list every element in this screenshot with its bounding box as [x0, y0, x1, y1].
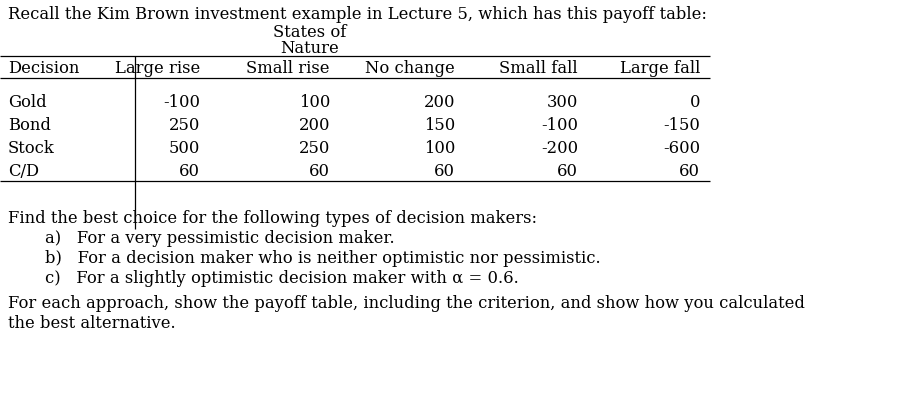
Text: Small fall: Small fall [500, 60, 578, 77]
Text: Nature: Nature [281, 40, 339, 57]
Text: -200: -200 [541, 140, 578, 157]
Text: 60: 60 [179, 162, 200, 180]
Text: -150: -150 [663, 117, 700, 134]
Text: 0: 0 [690, 94, 700, 111]
Text: the best alternative.: the best alternative. [8, 314, 176, 331]
Text: 500: 500 [168, 140, 200, 157]
Text: 150: 150 [424, 117, 455, 134]
Text: 60: 60 [557, 162, 578, 180]
Text: -100: -100 [163, 94, 200, 111]
Text: 60: 60 [434, 162, 455, 180]
Text: Gold: Gold [8, 94, 47, 111]
Text: 200: 200 [424, 94, 455, 111]
Text: For each approach, show the payoff table, including the criterion, and show how : For each approach, show the payoff table… [8, 294, 805, 311]
Text: C/D: C/D [8, 162, 39, 180]
Text: Recall the Kim Brown investment example in Lecture 5, which has this payoff tabl: Recall the Kim Brown investment example … [8, 6, 707, 23]
Text: 60: 60 [309, 162, 330, 180]
Text: -600: -600 [662, 140, 700, 157]
Text: 100: 100 [424, 140, 455, 157]
Text: 300: 300 [546, 94, 578, 111]
Text: Decision: Decision [8, 60, 80, 77]
Text: Small rise: Small rise [246, 60, 330, 77]
Text: 200: 200 [298, 117, 330, 134]
Text: b)   For a decision maker who is neither optimistic nor pessimistic.: b) For a decision maker who is neither o… [45, 249, 600, 266]
Text: Bond: Bond [8, 117, 51, 134]
Text: Large rise: Large rise [114, 60, 200, 77]
Text: 60: 60 [679, 162, 700, 180]
Text: Stock: Stock [8, 140, 55, 157]
Text: c)   For a slightly optimistic decision maker with α = 0.6.: c) For a slightly optimistic decision ma… [45, 269, 519, 286]
Text: States of: States of [274, 24, 347, 41]
Text: 250: 250 [168, 117, 200, 134]
Text: a)   For a very pessimistic decision maker.: a) For a very pessimistic decision maker… [45, 229, 394, 246]
Text: Find the best choice for the following types of decision makers:: Find the best choice for the following t… [8, 209, 537, 227]
Text: 100: 100 [298, 94, 330, 111]
Text: No change: No change [365, 60, 455, 77]
Text: 250: 250 [298, 140, 330, 157]
Text: Large fall: Large fall [619, 60, 700, 77]
Text: -100: -100 [541, 117, 578, 134]
